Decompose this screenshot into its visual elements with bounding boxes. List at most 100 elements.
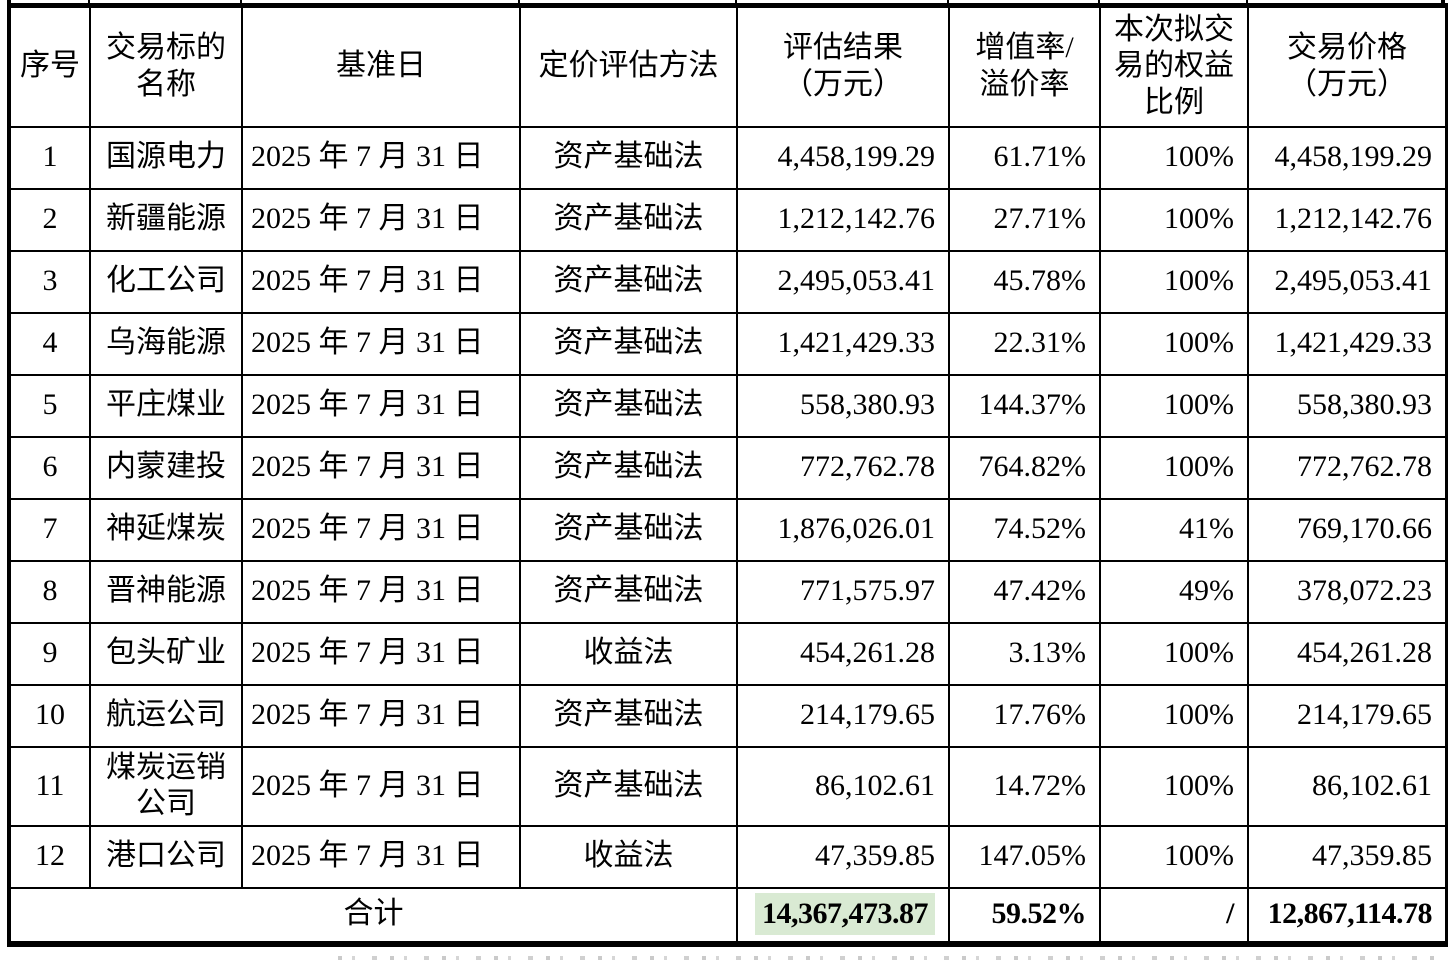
cell-index: 2 [8, 187, 91, 252]
cell-base-date: 2025 年 7 月 31 日 [241, 559, 521, 624]
table-row: 7 神延煤炭 2025 年 7 月 31 日资产基础法 1,876,026.01 74.… [8, 497, 1448, 562]
cell-premium-rate: 144.37% [948, 373, 1101, 438]
cell-target-name: 乌海能源 [89, 311, 243, 376]
cell-index: 12 [8, 824, 91, 889]
total-label: 合计 [8, 886, 738, 945]
cell-method: 资产基础法 [519, 187, 738, 252]
cell-price: 769,170.66 [1247, 497, 1448, 562]
cell-target-name: 内蒙建投 [89, 435, 243, 500]
cell-price: 2,495,053.41 [1247, 249, 1448, 314]
cell-base-date: 2025 年 7 月 31 日 [241, 745, 521, 827]
valuation-table: 序号 交易标的 名称 基准日 定价评估方法 评估结果 （万元） 增值率/ 溢价率… [7, 3, 1448, 947]
cell-premium-rate: 45.78% [948, 249, 1101, 314]
cell-result: 771,575.97 [736, 559, 950, 624]
cell-result: 86,102.61 [736, 745, 950, 827]
cell-result: 558,380.93 [736, 373, 950, 438]
cell-method: 收益法 [519, 621, 738, 686]
cell-premium-rate: 3.13% [948, 621, 1101, 686]
cell-index: 3 [8, 249, 91, 314]
table-row: 8 晋神能源 2025 年 7 月 31 日资产基础法 771,575.97 47.42… [8, 559, 1448, 624]
cell-premium-rate: 147.05% [948, 824, 1101, 889]
table-row: 11 煤炭运销公司 2025 年 7 月 31 日资产基础法 86,102.61 14.… [8, 745, 1448, 827]
table-row: 1 国源电力 2025 年 7 月 31 日资产基础法 4,458,199.29 61.… [8, 125, 1448, 190]
cell-price: 214,179.65 [1247, 683, 1448, 748]
col-header-premium-rate: 增值率/ 溢价率 [948, 4, 1101, 128]
cell-index: 11 [8, 745, 91, 827]
cell-result: 214,179.65 [736, 683, 950, 748]
table-row: 12 港口公司 2025 年 7 月 31 日收益法 47,359.85 147.05%… [8, 824, 1448, 889]
cell-result: 47,359.85 [736, 824, 950, 889]
cell-price: 1,421,429.33 [1247, 311, 1448, 376]
cell-premium-rate: 14.72% [948, 745, 1101, 827]
cell-result: 1,876,026.01 [736, 497, 950, 562]
cell-index: 7 [8, 497, 91, 562]
cell-equity-ratio: 100% [1099, 745, 1249, 827]
cell-base-date: 2025 年 7 月 31 日 [241, 187, 521, 252]
cell-base-date: 2025 年 7 月 31 日 [241, 683, 521, 748]
col-header-result: 评估结果 （万元） [736, 4, 950, 128]
cell-base-date: 2025 年 7 月 31 日 [241, 373, 521, 438]
table-row: 6 内蒙建投 2025 年 7 月 31 日资产基础法 772,762.78 764.8… [8, 435, 1448, 500]
cell-method: 资产基础法 [519, 559, 738, 624]
cell-equity-ratio: 100% [1099, 311, 1249, 376]
total-equity-ratio: / [1099, 886, 1249, 945]
cell-base-date: 2025 年 7 月 31 日 [241, 125, 521, 190]
cell-method: 资产基础法 [519, 435, 738, 500]
cell-result: 1,212,142.76 [736, 187, 950, 252]
cell-premium-rate: 27.71% [948, 187, 1101, 252]
cell-premium-rate: 61.71% [948, 125, 1101, 190]
cell-price: 378,072.23 [1247, 559, 1448, 624]
table-row: 10 航运公司 2025 年 7 月 31 日资产基础法 214,179.65 17.7… [8, 683, 1448, 748]
cell-price: 558,380.93 [1247, 373, 1448, 438]
cell-equity-ratio: 100% [1099, 249, 1249, 314]
cell-base-date: 2025 年 7 月 31 日 [241, 249, 521, 314]
cell-premium-rate: 22.31% [948, 311, 1101, 376]
cell-target-name: 煤炭运销公司 [89, 745, 243, 827]
total-result-cell: 14,367,473.87 [736, 886, 950, 945]
cell-target-name: 平庄煤业 [89, 373, 243, 438]
cell-index: 10 [8, 683, 91, 748]
cell-result: 1,421,429.33 [736, 311, 950, 376]
cell-premium-rate: 764.82% [948, 435, 1101, 500]
cell-method: 资产基础法 [519, 373, 738, 438]
col-header-price: 交易价格 （万元） [1247, 4, 1448, 128]
table-row: 5 平庄煤业 2025 年 7 月 31 日资产基础法 558,380.93 144.3… [8, 373, 1448, 438]
cell-base-date: 2025 年 7 月 31 日 [241, 621, 521, 686]
cell-equity-ratio: 41% [1099, 497, 1249, 562]
cell-target-name: 化工公司 [89, 249, 243, 314]
cell-result: 4,458,199.29 [736, 125, 950, 190]
cell-target-name: 晋神能源 [89, 559, 243, 624]
col-header-target-name: 交易标的 名称 [89, 4, 243, 128]
cell-equity-ratio: 100% [1099, 125, 1249, 190]
col-header-base-date: 基准日 [241, 4, 521, 128]
cell-target-name: 新疆能源 [89, 187, 243, 252]
table-top-fragment [0, 0, 1448, 3]
cut-off-text-fragment [338, 956, 1442, 960]
cell-target-name: 包头矿业 [89, 621, 243, 686]
table-row: 3 化工公司 2025 年 7 月 31 日资产基础法 2,495,053.41 45.… [8, 249, 1448, 314]
cell-result: 2,495,053.41 [736, 249, 950, 314]
cell-index: 9 [8, 621, 91, 686]
cell-index: 8 [8, 559, 91, 624]
cell-base-date: 2025 年 7 月 31 日 [241, 824, 521, 889]
cell-method: 资产基础法 [519, 249, 738, 314]
cell-equity-ratio: 100% [1099, 621, 1249, 686]
total-premium-rate: 59.52% [948, 886, 1101, 945]
cell-price: 4,458,199.29 [1247, 125, 1448, 190]
cell-method: 资产基础法 [519, 497, 738, 562]
cell-premium-rate: 47.42% [948, 559, 1101, 624]
cell-equity-ratio: 100% [1099, 824, 1249, 889]
cell-target-name: 航运公司 [89, 683, 243, 748]
cell-index: 1 [8, 125, 91, 190]
cell-target-name: 神延煤炭 [89, 497, 243, 562]
table-row: 4 乌海能源 2025 年 7 月 31 日资产基础法 1,421,429.33 22.… [8, 311, 1448, 376]
total-row: 合计 14,367,473.87 59.52% / 12,867,114.78 [8, 886, 1448, 945]
cell-index: 4 [8, 311, 91, 376]
cell-method: 资产基础法 [519, 683, 738, 748]
cell-base-date: 2025 年 7 月 31 日 [241, 311, 521, 376]
cell-method: 资产基础法 [519, 745, 738, 827]
cell-equity-ratio: 49% [1099, 559, 1249, 624]
cell-base-date: 2025 年 7 月 31 日 [241, 497, 521, 562]
cell-price: 86,102.61 [1247, 745, 1448, 827]
